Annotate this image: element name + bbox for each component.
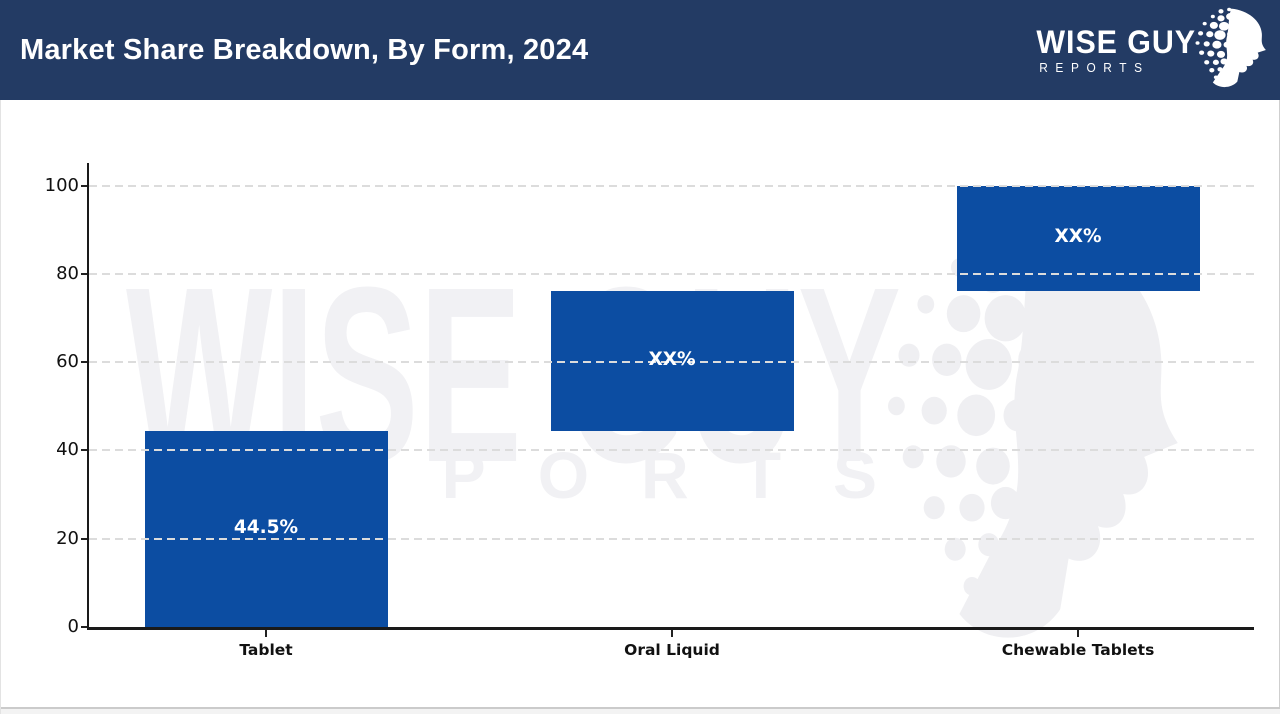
- bar-label-chewable-tablets: XX%: [1054, 226, 1102, 248]
- header-bar: Market Share Breakdown, By Form, 2024 WI…: [0, 0, 1280, 100]
- x-tick-label-chewable-tablets: Chewable Tablets: [1001, 641, 1155, 659]
- gridline-20: [89, 537, 1254, 540]
- y-tick-label-100: 100: [44, 174, 79, 196]
- x-tick-label-tablet: Tablet: [239, 641, 293, 659]
- y-tick-20: [81, 537, 89, 540]
- gridline-40: [89, 449, 1254, 452]
- y-tick-40: [81, 449, 89, 452]
- y-tick-label-20: 20: [56, 527, 79, 549]
- y-tick-60: [81, 361, 89, 364]
- y-tick-label-80: 80: [56, 262, 79, 284]
- bar-tablet: [144, 430, 388, 627]
- bar-label-tablet: 44.5%: [233, 516, 299, 538]
- x-axis-line: [87, 627, 1254, 630]
- brand-logo-text: WISE GUY REPORTS: [1036, 26, 1196, 75]
- gridline-100: [89, 184, 1254, 187]
- bar-oral-liquid: [550, 291, 794, 431]
- footer-divider: [1, 707, 1280, 714]
- y-tick-80: [81, 272, 89, 275]
- brand-wordmark: WISE GUY: [1036, 23, 1196, 60]
- gridline-60: [89, 361, 1254, 364]
- chart-canvas: WISE GUY REPORTS 0 20 40 60 80 100 44.5% Tablet…: [0, 100, 1280, 714]
- x-tick-tablet: [265, 629, 267, 637]
- y-tick-0: [81, 626, 89, 628]
- x-tick-chewable-tablets: [1077, 629, 1079, 637]
- y-tick-100: [81, 184, 89, 187]
- gridline-80: [89, 272, 1254, 275]
- brand-logo: WISE GUY REPORTS: [1028, 0, 1272, 100]
- brand-subtext: REPORTS: [1039, 60, 1150, 75]
- bar-label-oral-liquid: XX%: [648, 348, 696, 370]
- y-tick-label-40: 40: [56, 439, 79, 461]
- y-tick-label-0: 0: [67, 616, 79, 637]
- x-tick-oral-liquid: [671, 629, 673, 637]
- chart-title: Market Share Breakdown, By Form, 2024: [20, 33, 589, 66]
- y-tick-label-60: 60: [56, 351, 79, 373]
- y-axis-line: [87, 163, 89, 629]
- x-tick-label-oral-liquid: Oral Liquid: [624, 641, 720, 659]
